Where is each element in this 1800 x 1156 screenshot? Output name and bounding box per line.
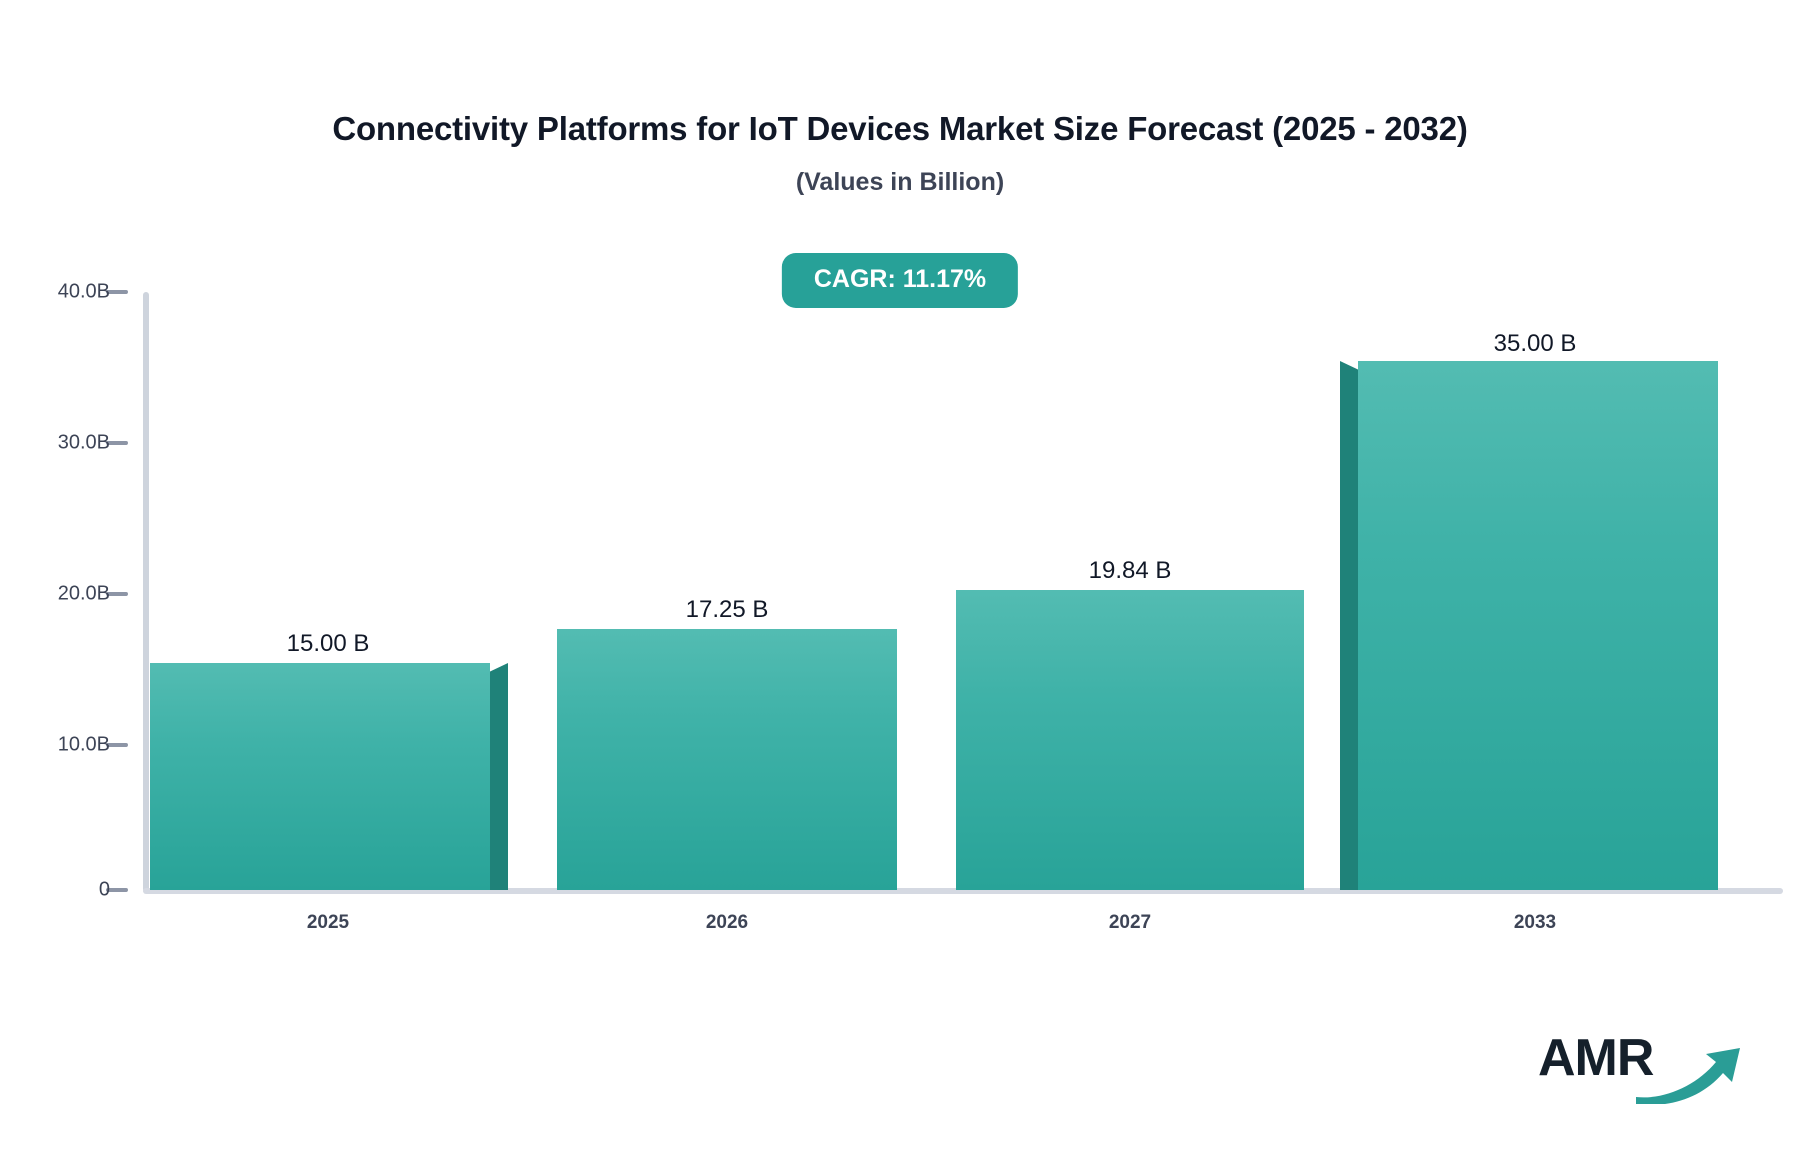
x-tick-label-2025: 2025: [306, 912, 350, 933]
y-tick-label-0: 0: [98, 878, 110, 901]
growth-arrow-icon: [1634, 1042, 1744, 1109]
bar-2027[interactable]: [956, 590, 1304, 890]
bar-value-2027: 19.84 B: [1088, 557, 1172, 584]
y-tick-label-30: 30.0B: [57, 431, 110, 454]
bar-2026[interactable]: [557, 629, 897, 890]
bar-value-2025: 15.00 B: [286, 630, 370, 657]
y-axis-line: [143, 292, 149, 892]
bar-2033-face: [1358, 361, 1718, 890]
bar-2025[interactable]: [150, 663, 508, 890]
bar-2025-side: [489, 663, 508, 890]
x-tick-label-2027: 2027: [1108, 912, 1152, 933]
chart-subtitle: (Values in Billion): [795, 168, 1005, 196]
y-tick-label-20: 20.0B: [57, 582, 110, 605]
bar-value-2033: 35.00 B: [1493, 330, 1577, 357]
bar-2026-face: [557, 629, 897, 890]
amr-logo: AMR: [1538, 1029, 1740, 1105]
y-tick-mark-10: [106, 743, 128, 747]
y-tick-label-10: 10.0B: [57, 733, 110, 756]
y-tick-mark-0: [106, 888, 128, 892]
y-tick-mark-20: [106, 592, 128, 596]
bar-value-2026: 17.25 B: [685, 596, 769, 623]
y-tick-mark-40: [106, 290, 128, 294]
bar-2025-face: [150, 663, 490, 890]
y-tick-label-40: 40.0B: [57, 280, 110, 303]
bar-2033[interactable]: [1340, 361, 1718, 890]
x-tick-label-2033: 2033: [1513, 912, 1557, 933]
y-tick-mark-30: [106, 441, 128, 445]
amr-logo-text: AMR: [1538, 1029, 1654, 1087]
cagr-badge: CAGR: 11.17%: [781, 253, 1019, 308]
chart-title: Connectivity Platforms for IoT Devices M…: [332, 110, 1468, 147]
x-tick-label-2026: 2026: [705, 912, 749, 933]
bar-2033-side: [1340, 361, 1359, 890]
bar-2027-face: [956, 590, 1304, 890]
x-axis-line: [143, 888, 1783, 894]
